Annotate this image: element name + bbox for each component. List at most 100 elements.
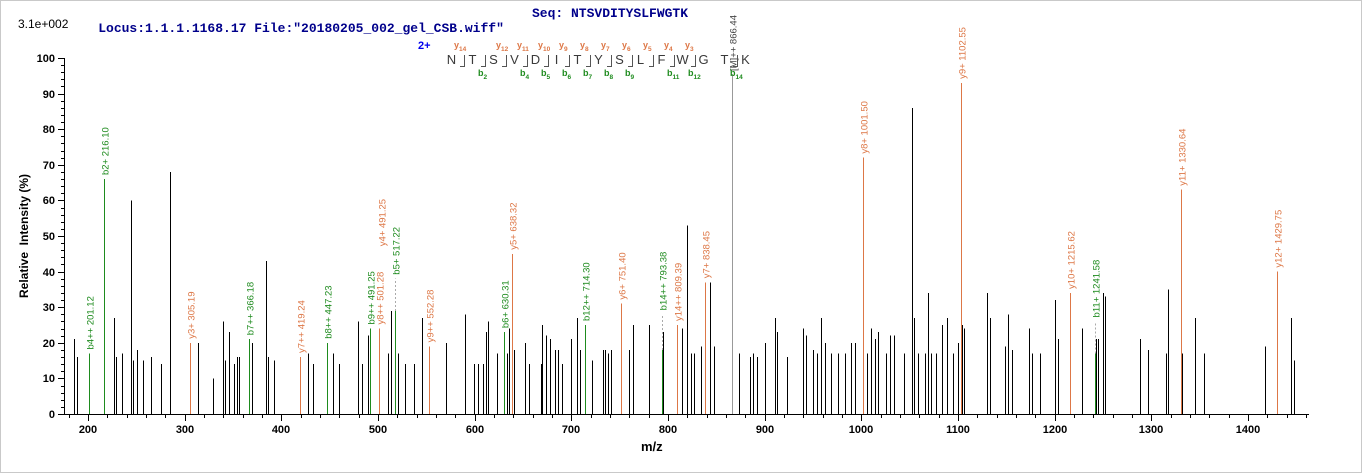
cleavage-marker (606, 55, 612, 67)
y-tick-label: 100 (37, 53, 55, 65)
residue: N (446, 52, 457, 67)
cleavage-marker (564, 55, 570, 67)
y-ion-peak-label: y10+ 1215.62 (1067, 231, 1078, 289)
y-tick-label: 20 (43, 338, 55, 350)
y-ion-ladder-label: y8 (580, 40, 589, 53)
cleavage-gap: y9 b6 (559, 40, 571, 81)
cleavage-gap: b14 (730, 53, 743, 81)
precursor-charge-label: 2+ (418, 40, 431, 52)
y-ion-ladder-label: y10 (538, 40, 551, 53)
cleavage-gap: y3 b12 (685, 40, 701, 81)
y-tick-label: 50 (43, 231, 55, 243)
y-ion-ladder-label: y6 (622, 40, 631, 53)
y-tick-label: 10 (43, 373, 55, 385)
cleavage-gap: y5 (643, 40, 655, 67)
b-ion-ladder-label: b6 (562, 68, 572, 81)
cleavage-gap: y8 b7 (580, 40, 592, 81)
cleavage-gap: y6 b9 (622, 40, 634, 81)
residue: I (554, 52, 559, 67)
b-ion-peak-label: b9++ 491.25 (367, 271, 378, 324)
cleavage-gap: y10 b5 (538, 40, 550, 81)
y-axis-title: Relative Intensity (%) (17, 173, 31, 299)
y-ion-peak-label: y11+ 1330.64 (1178, 129, 1189, 186)
cleavage-marker (648, 55, 654, 67)
cleavage-marker (459, 55, 465, 67)
x-tick-label: 900 (756, 424, 774, 436)
y-tick-label: 60 (43, 195, 55, 207)
spectrum-header: Locus:1.1.1.1168.17 File:"20180205_002_g… (67, 6, 688, 36)
cleavage-marker (690, 55, 696, 67)
y-tick-label: 0 (49, 409, 55, 421)
residue: V (510, 52, 519, 67)
residue: T (720, 52, 729, 67)
b-ion-ladder-label: b5 (541, 68, 551, 81)
cleavage-marker (543, 55, 549, 67)
cleavage-gap: y4 b11 (664, 40, 679, 81)
cleavage-marker (585, 55, 591, 67)
y-ion-peak-label: y9+ 1102.55 (958, 27, 969, 79)
y-ion-ladder-label: y14 (454, 40, 467, 53)
residue: G (698, 52, 709, 67)
b-ion-ladder-label: b12 (688, 68, 701, 81)
y-ion-peak-label: y7+ 838.45 (702, 231, 713, 278)
x-tick-label: 1100 (946, 424, 970, 436)
x-tick-label: 400 (272, 424, 290, 436)
cleavage-gap: y14 (454, 40, 466, 67)
cleavage-gap: y7 b8 (601, 40, 613, 81)
residue: K (741, 52, 750, 67)
y-tick-label: 40 (43, 267, 55, 279)
y-ion-peak-label: y9++ 552.28 (426, 290, 437, 343)
y-ion-peak-label: y14++ 809.39 (674, 263, 685, 321)
x-tick-label: 500 (369, 424, 387, 436)
residue: T (573, 52, 582, 67)
y-ion-peak-label: y4+ 491.25 (378, 199, 389, 246)
x-tick-label: 800 (659, 424, 677, 436)
b-ion-peak-label: b14++ 793.38 (659, 252, 670, 311)
b-ion-ladder-label: b2 (478, 68, 488, 81)
b-ion-peak-label: b11+ 1241.58 (1092, 260, 1103, 318)
y-tick-label: 70 (43, 160, 55, 172)
y-ion-ladder-label: y4 (664, 40, 673, 53)
residue: S (489, 52, 498, 67)
b-ion-ladder-label: b4 (520, 68, 530, 81)
residue: Y (594, 52, 603, 67)
cleavage-marker (669, 55, 675, 67)
cleavage-marker (627, 55, 633, 67)
b-ion-peak-label: b12++ 714.30 (582, 262, 593, 321)
cleavage-marker (522, 55, 528, 67)
residue: T (468, 52, 477, 67)
b-ion-ladder-label: b9 (625, 68, 635, 81)
residue: L (636, 52, 645, 67)
y-ion-peak-label: y8++ 501.28 (376, 272, 387, 325)
y-ion-peak-label: y7++ 419.24 (297, 300, 308, 353)
x-tick-label: 1400 (1236, 424, 1260, 436)
b-ion-peak-label: b2+ 216.10 (101, 127, 112, 175)
y-tick-label: 80 (43, 124, 55, 136)
y-ion-peak-label: y8+ 1001.50 (860, 101, 871, 154)
cleavage-marker (480, 55, 486, 67)
x-tick-label: 600 (466, 424, 484, 436)
y-ion-ladder-label: y11 (517, 40, 529, 53)
residue: W (676, 52, 689, 67)
b-ion-ladder-label: b11 (667, 68, 680, 81)
y-ion-peak-label: y12+ 1429.75 (1274, 210, 1285, 268)
b-ion-peak-label: b5+ 517.22 (392, 227, 403, 275)
y-ion-ladder-label: y7 (601, 40, 610, 53)
cleavage-marker (732, 55, 738, 67)
b-ion-ladder-label: b7 (583, 68, 593, 81)
y-ion-peak-label: y5+ 638.32 (509, 203, 520, 250)
y-ion-ladder-label: y3 (685, 40, 694, 53)
sequence-header-text: Seq: NTSVDITYSLFWGTK (532, 6, 689, 21)
y-ion-peak-label: y3+ 305.19 (187, 292, 198, 339)
y-tick-label: 30 (43, 302, 55, 314)
locus-file-text: Locus:1.1.1.1168.17 File:"20180205_002_g… (98, 21, 504, 36)
x-tick-label: 1200 (1043, 424, 1067, 436)
cleavage-gap: b2 (478, 53, 487, 81)
x-tick-label: 1000 (849, 424, 873, 436)
x-axis-title: m/z (641, 439, 663, 454)
residue: F (657, 52, 666, 67)
x-tick-label: 200 (79, 424, 97, 436)
x-tick-label: 1300 (1139, 424, 1163, 436)
